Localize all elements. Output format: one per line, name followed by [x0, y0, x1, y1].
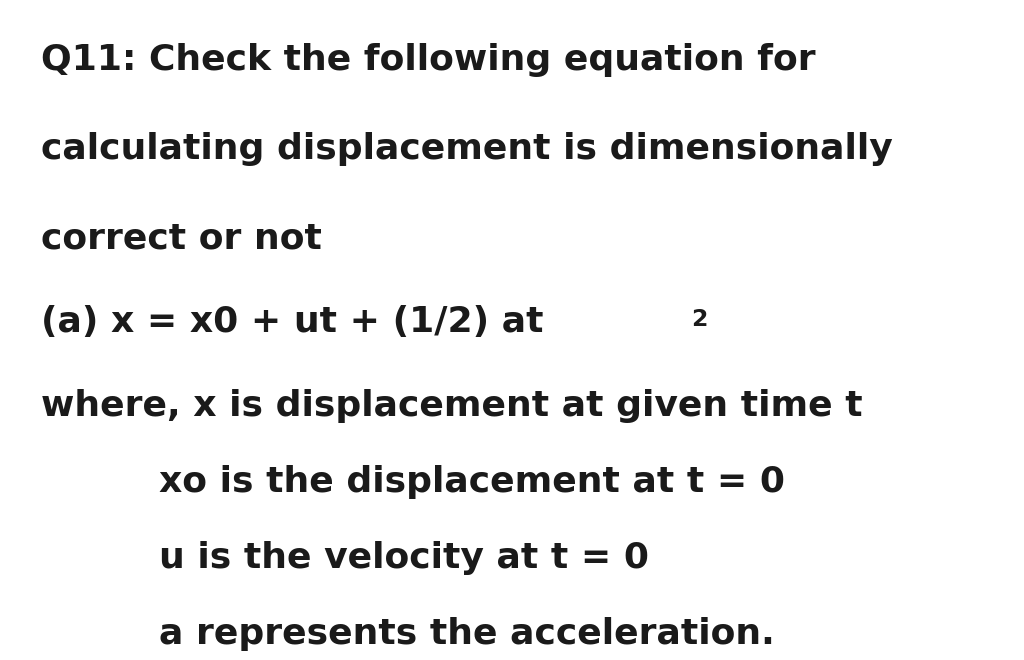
- Text: correct or not: correct or not: [41, 221, 322, 255]
- Text: where, x is displacement at given time t: where, x is displacement at given time t: [41, 389, 862, 424]
- Text: a represents the acceleration.: a represents the acceleration.: [159, 617, 774, 651]
- Text: calculating displacement is dimensionally: calculating displacement is dimensionall…: [41, 132, 893, 166]
- Text: xo is the displacement at t = 0: xo is the displacement at t = 0: [159, 465, 784, 500]
- Text: (a) x = x0 + ut + (1/2) at: (a) x = x0 + ut + (1/2) at: [41, 305, 544, 339]
- Text: u is the velocity at t = 0: u is the velocity at t = 0: [159, 541, 649, 576]
- Text: 2: 2: [691, 308, 708, 331]
- Text: Q11: Check the following equation for: Q11: Check the following equation for: [41, 43, 815, 77]
